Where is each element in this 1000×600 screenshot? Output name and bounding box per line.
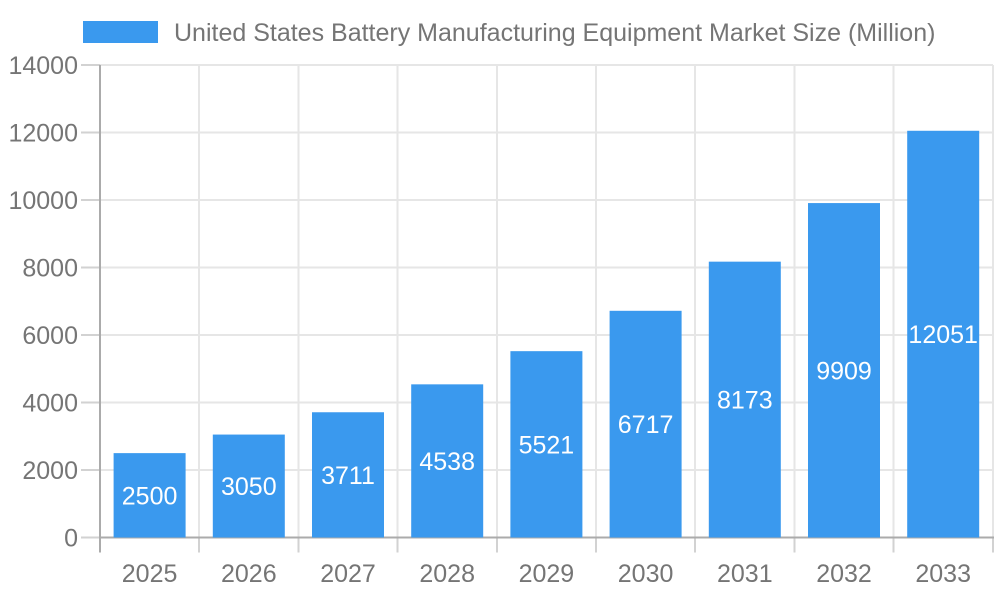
bar-value-label: 9909 [816, 357, 872, 385]
y-axis-tick-label: 0 [64, 525, 78, 553]
bar[interactable] [113, 453, 186, 538]
x-axis-tick-label: 2026 [221, 560, 277, 588]
bar-value-label: 3711 [321, 462, 375, 490]
x-axis-tick-label: 2032 [816, 560, 872, 588]
bar-value-label: 8173 [717, 387, 773, 415]
x-axis-tick-label: 2025 [122, 560, 178, 588]
y-axis-tick-label: 6000 [22, 322, 78, 350]
bar-value-label: 5521 [519, 431, 575, 459]
bar[interactable] [510, 351, 583, 538]
bar-value-label: 2500 [122, 482, 178, 510]
bar[interactable] [808, 203, 880, 538]
x-axis-tick-label: 2033 [915, 560, 971, 588]
x-axis-tick-label: 2029 [519, 560, 575, 588]
y-axis-tick-label: 8000 [22, 255, 78, 283]
bar[interactable] [907, 130, 980, 538]
bar-value-label: 3050 [221, 473, 277, 501]
bar[interactable] [411, 384, 484, 538]
legend-label: United States Battery Manufacturing Equi… [174, 19, 935, 47]
x-axis-tick-label: 2030 [618, 560, 674, 588]
y-axis-tick-label: 2000 [22, 457, 78, 485]
x-axis-tick-label: 2031 [717, 560, 773, 588]
plot-area: 2500 3050 3711 4538 5521 6717 8173 9909 12051 0 20… [8, 52, 994, 588]
y-axis-tick-label: 4000 [22, 390, 78, 418]
x-axis-tick-label: 2028 [419, 560, 475, 588]
bar-value-label: 12051 [908, 321, 978, 349]
x-axis-tick-label: 2027 [320, 560, 376, 588]
bar-value-label: 6717 [618, 411, 674, 439]
bar[interactable] [708, 261, 781, 538]
y-axis-tick-label: 10000 [8, 187, 78, 215]
bar[interactable] [212, 434, 285, 538]
bar-value-label: 4538 [419, 448, 475, 476]
bar[interactable] [312, 412, 384, 538]
y-axis-tick-label: 12000 [8, 120, 78, 148]
bar[interactable] [609, 310, 682, 538]
legend-swatch [83, 21, 158, 43]
legend[interactable]: United States Battery Manufacturing Equi… [83, 19, 935, 47]
y-axis-tick-label: 14000 [8, 52, 78, 80]
